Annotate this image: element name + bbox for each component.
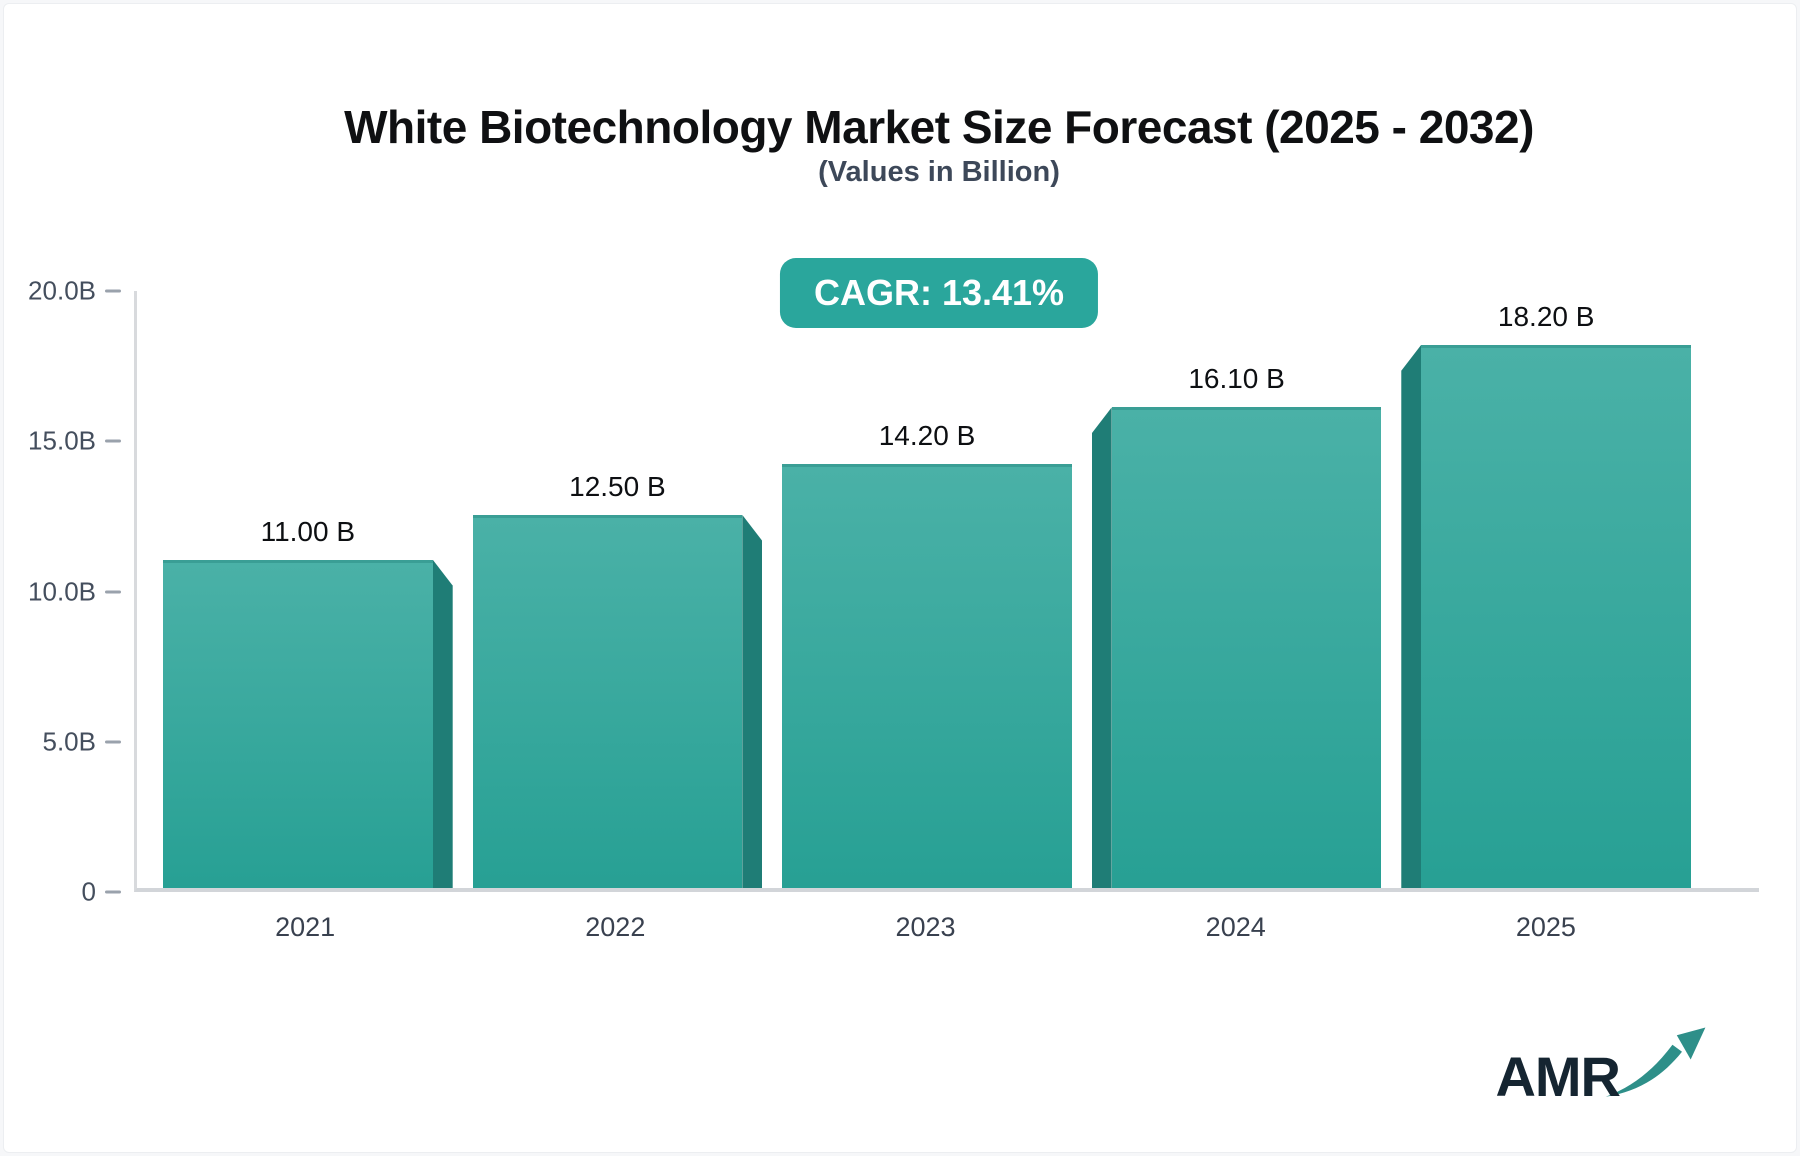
bar-value-label: 16.10 B — [1188, 363, 1285, 395]
bar-2025: 18.20 B — [1401, 301, 1692, 888]
bar-value-label: 14.20 B — [878, 420, 976, 452]
chart-title: White Biotechnology Market Size Forecast… — [344, 101, 1534, 153]
bar-slot-2022: 12.50 B — [463, 291, 773, 888]
bar-2023: 14.20 B — [782, 420, 1072, 888]
amr-logo-text: AMR — [1495, 1044, 1621, 1108]
x-tick-label-2024: 2024 — [1205, 912, 1266, 942]
bar-slot-2023: 14.20 B — [772, 291, 1082, 888]
tick-dash — [105, 590, 121, 593]
y-tick-label: 15.0B — [28, 425, 96, 456]
x-tick-label-2022: 2022 — [585, 912, 646, 942]
x-tick-label-2025: 2025 — [1515, 912, 1576, 942]
plot-area: 11.00 B 12.50 B 14.20 B — [134, 291, 1759, 892]
cagr-badge-label: CAGR: 13.41% — [813, 272, 1065, 313]
x-tick-label-2021: 2021 — [275, 912, 336, 942]
y-tick-label: 20.0B — [28, 275, 96, 306]
bar-bevel-shadow — [1091, 407, 1112, 888]
x-axis: 2021 2022 2023 2024 2025 — [150, 912, 1701, 943]
chart-card: White Biotechnology Market Size Forecast… — [3, 3, 1797, 1153]
bar-2021: 11.00 B — [162, 516, 453, 888]
bar-face — [1111, 407, 1382, 888]
y-tick-label: 5.0B — [42, 726, 97, 757]
tick-dash — [105, 890, 121, 894]
x-tick-label-2023: 2023 — [895, 912, 956, 942]
bar-2022: 12.50 B — [472, 471, 763, 888]
tick-dash — [105, 439, 121, 443]
tick-dash — [105, 289, 121, 293]
cagr-badge: CAGR: 13.41% — [779, 258, 1099, 328]
tick-dash — [105, 740, 121, 744]
amr-logo: AMR — [1495, 1023, 1708, 1108]
bar-face — [1421, 344, 1692, 888]
y-tick-label: 10.0B — [28, 576, 96, 606]
bar-slot-2021: 11.00 B — [153, 291, 463, 888]
bar-2024: 16.10 B — [1091, 363, 1382, 888]
bar-value-label: 11.00 B — [260, 515, 356, 547]
bar-value-label: 12.50 B — [569, 470, 666, 502]
bar-face — [162, 559, 433, 888]
bar-bevel-shadow — [742, 514, 763, 888]
trend-up-arrow-icon — [1604, 1023, 1708, 1108]
chart-subtitle: (Values in Billion) — [818, 156, 1060, 188]
bar-face — [472, 514, 743, 888]
bars-container: 11.00 B 12.50 B 14.20 B — [153, 291, 1701, 888]
y-axis: 20.0B 15.0B 10.0B 5.0B 0 — [4, 276, 97, 907]
bar-face — [782, 464, 1072, 888]
bar-slot-2024: 16.10 B — [1082, 291, 1392, 888]
y-axis-tick-marks — [105, 289, 121, 894]
bar-bevel-shadow — [1401, 344, 1422, 888]
bar-slot-2025: 18.20 B — [1391, 291, 1701, 888]
bar-value-label: 18.20 B — [1497, 300, 1595, 332]
bar-bevel-shadow — [432, 559, 453, 888]
y-tick-label: 0 — [81, 876, 96, 907]
